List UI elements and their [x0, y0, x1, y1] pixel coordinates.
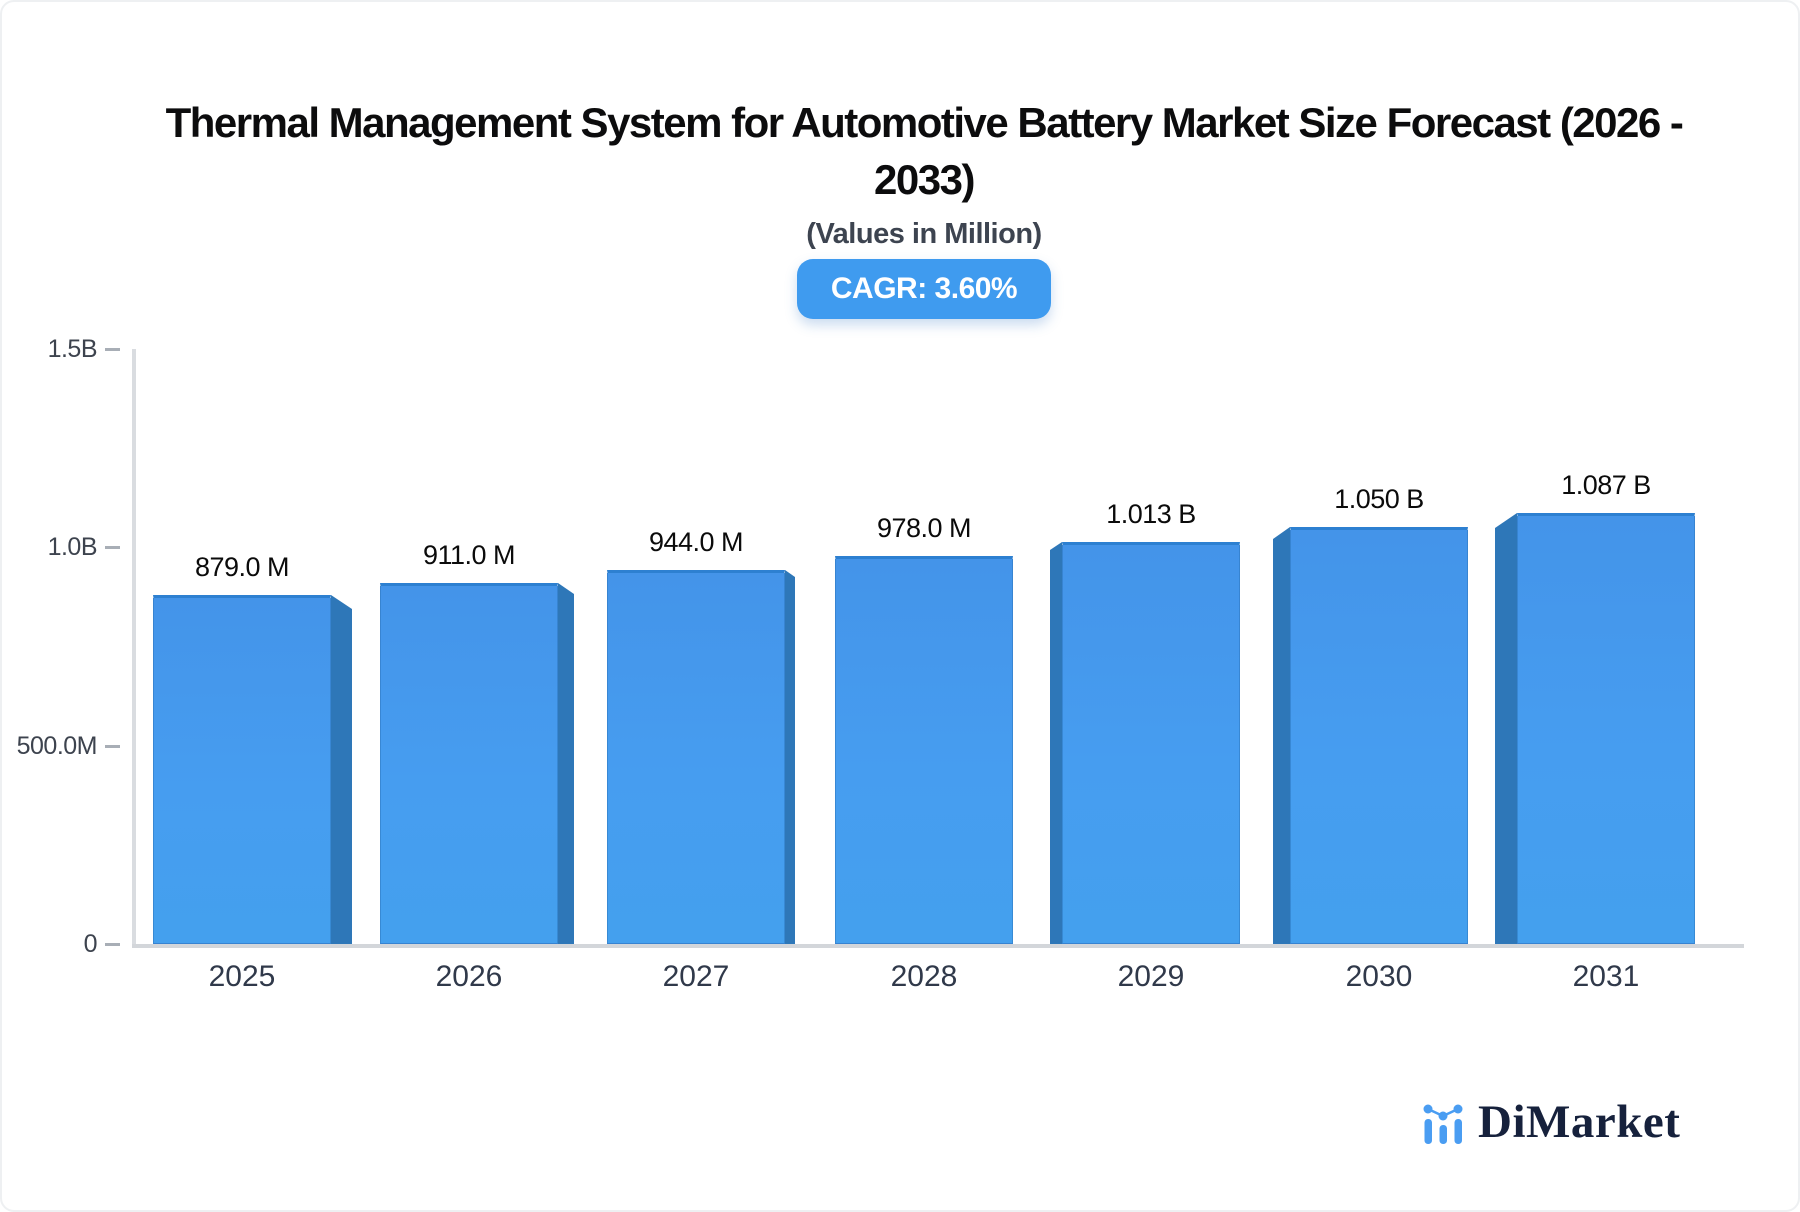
y-axis-line: [132, 349, 136, 944]
bar-value-label: 978.0 M: [876, 513, 972, 543]
x-tick-label-2029: 2029: [1117, 960, 1185, 993]
bar-side-3d: [785, 570, 795, 944]
chart-subtitle: (Values in Million): [806, 218, 1042, 250]
bar-chart-logo-icon: [1423, 1104, 1463, 1144]
y-tick-mark: [105, 348, 120, 351]
cagr-badge: CAGR: 3.60%: [796, 259, 1052, 319]
bar-side-3d: [1050, 542, 1062, 944]
dimarket-logo: DiMarket: [1422, 1096, 1681, 1148]
bar-side-3d: [1495, 513, 1517, 944]
x-tick-label-2027: 2027: [662, 960, 730, 993]
y-tick-mark: [105, 546, 120, 550]
y-tick-label: 0: [83, 930, 98, 958]
chart-title-line1: Thermal Management System for Automotive…: [165, 99, 1684, 146]
bar-value-label: 1.013 B: [1106, 499, 1196, 529]
bar-2028[interactable]: [835, 556, 1013, 944]
y-tick-label: 1.0B: [47, 533, 98, 562]
x-tick-label-2028: 2028: [890, 960, 958, 993]
x-tick-label-2031: 2031: [1572, 960, 1640, 993]
y-tick-label: 500.0M: [16, 731, 98, 760]
bar-2031[interactable]: [1517, 513, 1695, 944]
bar-value-label: 1.087 B: [1561, 470, 1651, 500]
y-tick-label: 1.5B: [47, 335, 98, 363]
bar-value-label: 911.0 M: [422, 540, 516, 570]
chart-title-line2: 2033): [874, 156, 975, 203]
bar-2026[interactable]: [380, 583, 558, 944]
bar-side-3d: [1273, 527, 1290, 944]
bar-value-label: 879.0 M: [194, 552, 290, 582]
y-tick-mark: [105, 943, 120, 946]
bar-2025[interactable]: [153, 595, 331, 944]
bar-value-label: 1.050 B: [1334, 484, 1424, 514]
logo-text: DiMarket: [1478, 1096, 1681, 1148]
bar-side-3d: [558, 583, 574, 944]
bar-value-label: 944.0 M: [648, 527, 744, 557]
bar-2029[interactable]: [1062, 542, 1240, 944]
x-axis-line: [132, 944, 1744, 948]
y-tick-mark: [105, 744, 120, 748]
x-tick-label-2030: 2030: [1345, 960, 1413, 993]
x-tick-label-2026: 2026: [435, 960, 503, 993]
chart-header: Thermal Management System for Automotive…: [102, 94, 1746, 319]
bar-2030[interactable]: [1290, 527, 1468, 944]
bar-2027[interactable]: [607, 570, 785, 944]
x-tick-label-2025: 2025: [208, 960, 276, 993]
chart-title: Thermal Management System for Automotive…: [102, 94, 1746, 208]
bar-side-3d: [331, 595, 352, 944]
